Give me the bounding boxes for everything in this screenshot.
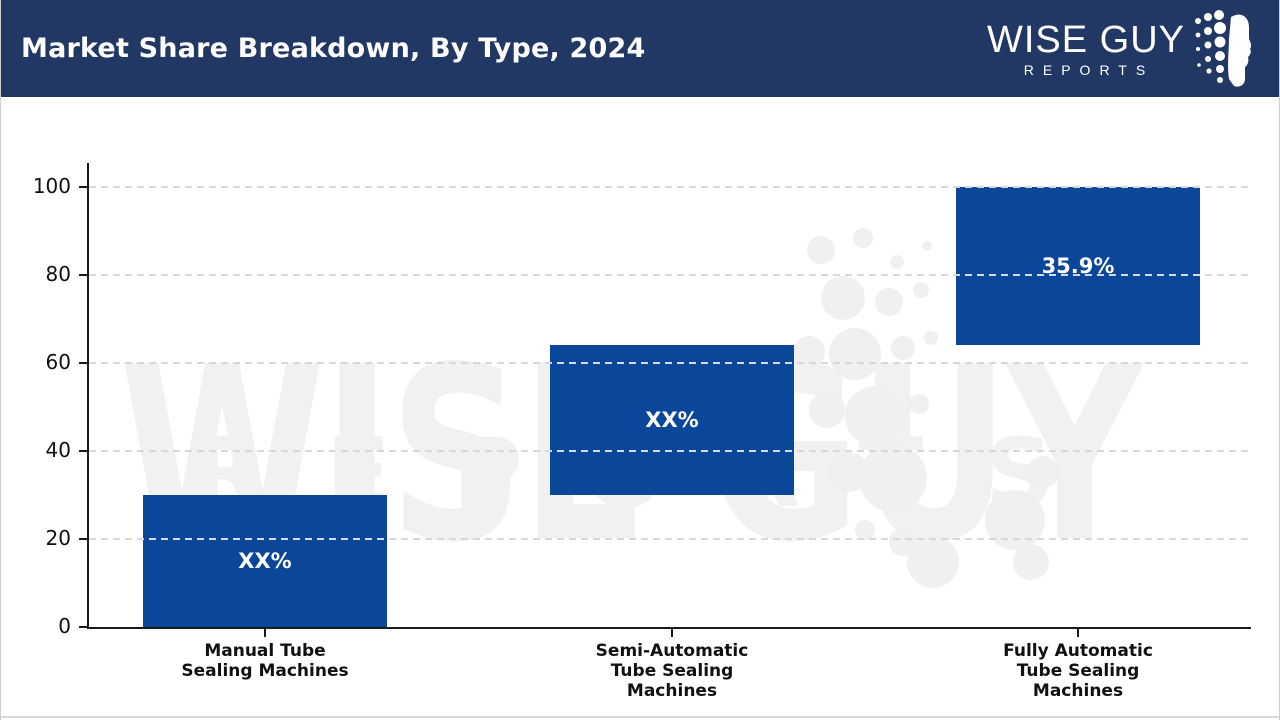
x-category-label-line: Machines bbox=[1032, 681, 1124, 701]
x-tick-mark bbox=[264, 629, 266, 637]
gridline bbox=[89, 538, 1251, 540]
logo-name: WISE GUY bbox=[986, 18, 1185, 61]
logo-subname: REPORTS bbox=[1023, 61, 1155, 78]
wise-guy-reports-logo: WISE GUY REPORTS bbox=[987, 9, 1253, 89]
x-tick-mark bbox=[671, 629, 673, 637]
y-axis-line bbox=[87, 163, 89, 629]
x-category-label-line: Sealing Machines bbox=[181, 661, 349, 681]
bar-value-label: XX% bbox=[645, 407, 699, 432]
gridline bbox=[89, 362, 1251, 364]
bottom-divider bbox=[1, 716, 1279, 718]
dotted-head-icon bbox=[1195, 9, 1252, 87]
y-tick-mark bbox=[79, 538, 87, 540]
waterfall-bar: XX% bbox=[143, 495, 387, 627]
gridline bbox=[89, 450, 1251, 452]
x-axis-line bbox=[87, 627, 1251, 629]
y-tick-label: 0 bbox=[58, 614, 71, 638]
y-tick-label: 60 bbox=[45, 350, 71, 374]
x-category-label-line: Machines bbox=[626, 681, 718, 701]
y-tick-label: 80 bbox=[45, 262, 71, 286]
y-tick-label: 100 bbox=[32, 174, 71, 198]
x-category-label: Semi-Automatic Tube Sealing Machines bbox=[507, 641, 837, 701]
gridline bbox=[89, 274, 1251, 276]
waterfall-bar: XX% bbox=[550, 344, 794, 495]
y-tick-label: 20 bbox=[45, 526, 71, 550]
x-category-label-line: Fully Automatic bbox=[1003, 641, 1153, 661]
x-category-label: Fully Automatic Tube Sealing Machines bbox=[913, 641, 1243, 701]
x-category-label-line: Semi-Automatic bbox=[595, 641, 749, 661]
waterfall-bar: 35.9% bbox=[956, 187, 1200, 345]
header-bar: Market Share Breakdown, By Type, 2024 WI… bbox=[1, 0, 1279, 97]
y-tick-label: 40 bbox=[45, 438, 71, 462]
y-tick-mark bbox=[79, 450, 87, 452]
x-category-label-line: Tube Sealing bbox=[610, 661, 734, 681]
y-tick-mark bbox=[79, 186, 87, 188]
x-category-label-line: Tube Sealing bbox=[1016, 661, 1140, 681]
x-category-label: Manual Tube Sealing Machines bbox=[100, 641, 430, 681]
y-tick-mark bbox=[79, 362, 87, 364]
y-tick-mark bbox=[79, 626, 87, 628]
x-category-label-line: Manual Tube bbox=[204, 641, 326, 661]
gridline bbox=[89, 186, 1251, 188]
page-title: Market Share Breakdown, By Type, 2024 bbox=[21, 33, 646, 64]
logo-text: WISE GUY REPORTS bbox=[987, 21, 1185, 77]
bar-value-label: 35.9% bbox=[1041, 253, 1115, 278]
x-tick-mark bbox=[1077, 629, 1079, 637]
y-tick-mark bbox=[79, 274, 87, 276]
bar-value-label: XX% bbox=[238, 549, 292, 573]
